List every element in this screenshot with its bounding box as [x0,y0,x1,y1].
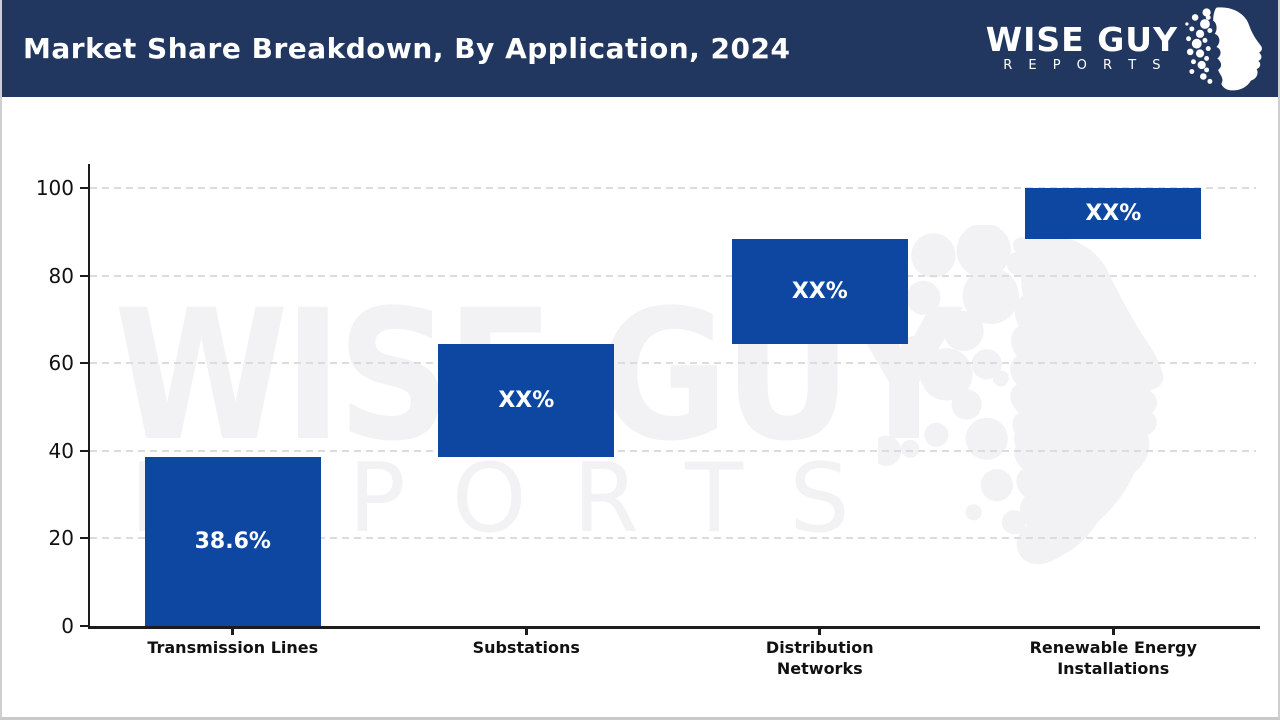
brand-logo: WISE GUY R E P O R T S [986,0,1264,97]
bar-value-label: XX% [1085,200,1142,226]
brand-subtitle: R E P O R T S [1003,57,1167,73]
y-tick-mark [80,187,90,189]
bar-value-label: XX% [498,387,555,413]
gridline-60 [90,362,1256,365]
waterfall-bar: XX% [1025,188,1202,239]
brand-wordmark: WISE GUY R E P O R T S [985,19,1178,75]
x-tick-mark [524,626,528,635]
y-tick-label: 20 [48,526,74,551]
y-axis-line [88,164,90,628]
brand-face-icon [1185,6,1262,90]
gridline-20 [90,537,1256,540]
y-tick-mark [80,274,90,277]
gridline-80 [90,274,1256,277]
y-tick-label: 80 [48,263,74,288]
watermark-face-icon [878,225,1164,565]
y-tick-mark [80,537,90,540]
x-tick-mark [818,626,822,635]
y-tick-mark [80,362,90,365]
gridline-100 [90,187,1256,189]
y-tick-label: 40 [48,438,74,463]
category-label: Substations [472,638,580,657]
chart-region: WISE GUY R E P O R T S 0 20 40 60 80 100 38.6… [2,97,1278,717]
header-bar: Market Share Breakdown, By Application, … [2,0,1278,97]
category-label: Renewable Energy Installations [1029,638,1197,678]
y-tick-label: 100 [35,176,74,200]
chart-title: Market Share Breakdown, By Application, … [23,32,791,65]
waterfall-bar: 38.6% [144,456,321,626]
x-axis-line [88,626,1260,629]
y-tick-label: 60 [48,351,74,376]
category-label: Distribution Networks [765,638,874,678]
y-tick-mark [80,449,90,452]
brand-name: WISE GUY [985,19,1178,59]
x-tick-mark [1111,626,1115,635]
category-label: Transmission Lines [147,638,319,657]
x-tick-mark [231,626,235,635]
waterfall-bar: XX% [731,238,908,344]
bar-value-label: XX% [791,278,848,304]
waterfall-bar: XX% [438,343,615,457]
y-tick-label: 0 [61,614,74,638]
gridline-40 [90,449,1256,452]
y-tick-mark [80,625,90,627]
bar-value-label: 38.6% [194,528,271,554]
